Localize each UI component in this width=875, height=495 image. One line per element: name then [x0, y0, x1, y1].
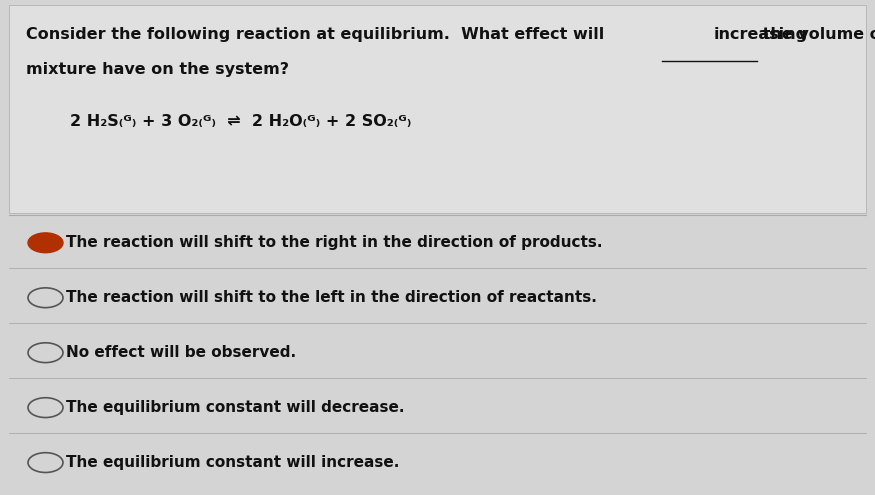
Circle shape	[28, 233, 63, 253]
FancyBboxPatch shape	[9, 5, 866, 213]
Text: The reaction will shift to the left in the direction of reactants.: The reaction will shift to the left in t…	[66, 290, 597, 305]
Text: Consider the following reaction at equilibrium.  What effect will: Consider the following reaction at equil…	[26, 27, 610, 42]
FancyBboxPatch shape	[9, 271, 866, 323]
FancyBboxPatch shape	[9, 326, 866, 378]
FancyBboxPatch shape	[9, 216, 866, 268]
Text: No effect will be observed.: No effect will be observed.	[66, 345, 296, 360]
FancyBboxPatch shape	[9, 436, 866, 488]
Text: 2 H₂S₍ᴳ₎ + 3 O₂₍ᴳ₎  ⇌  2 H₂O₍ᴳ₎ + 2 SO₂₍ᴳ₎: 2 H₂S₍ᴳ₎ + 3 O₂₍ᴳ₎ ⇌ 2 H₂O₍ᴳ₎ + 2 SO₂₍ᴳ₎	[70, 114, 411, 129]
Text: the volume of the reaction: the volume of the reaction	[757, 27, 875, 42]
Text: The equilibrium constant will increase.: The equilibrium constant will increase.	[66, 455, 399, 470]
FancyBboxPatch shape	[9, 381, 866, 433]
Text: mixture have on the system?: mixture have on the system?	[26, 62, 290, 77]
Text: increasing: increasing	[714, 27, 808, 42]
Text: The reaction will shift to the right in the direction of products.: The reaction will shift to the right in …	[66, 235, 602, 250]
Text: The equilibrium constant will decrease.: The equilibrium constant will decrease.	[66, 400, 404, 415]
